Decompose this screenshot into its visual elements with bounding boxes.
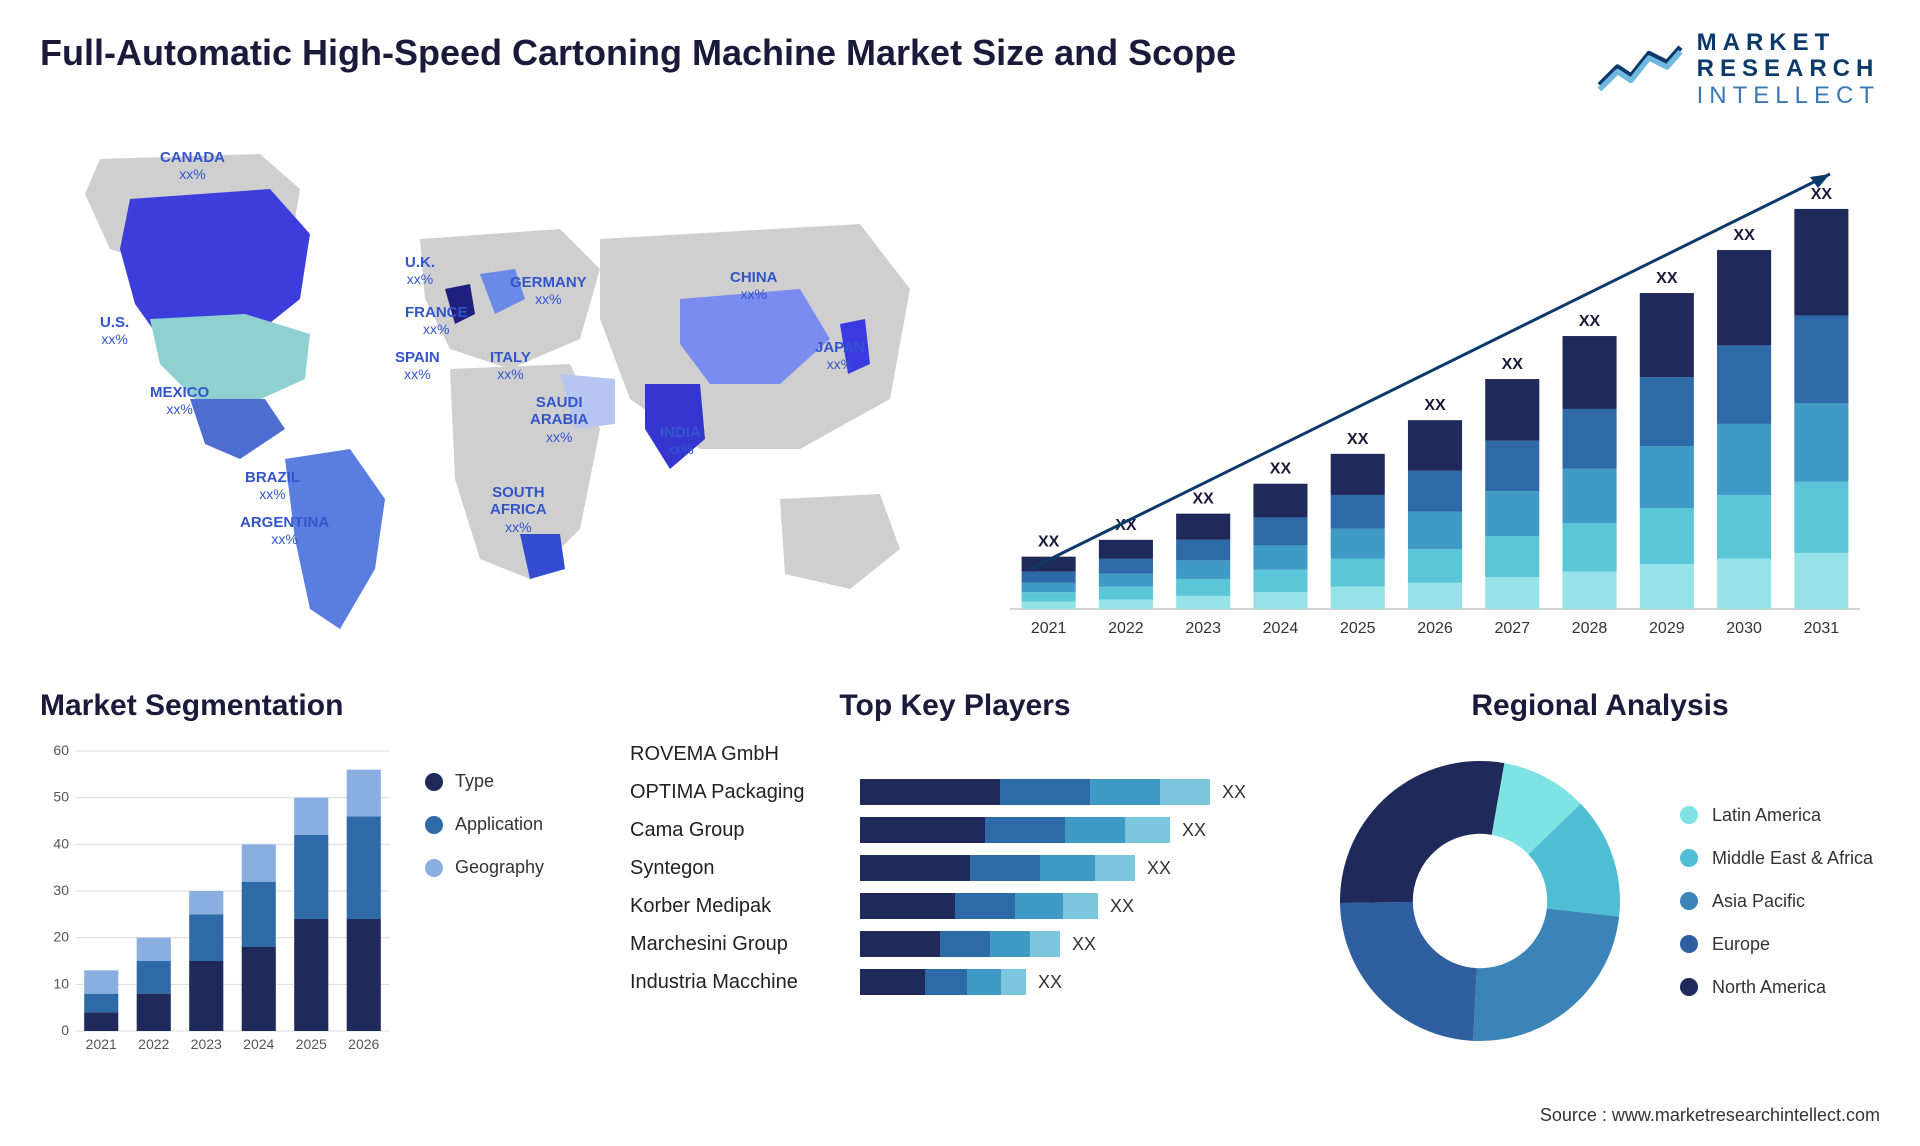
player-name: Industria Macchine	[630, 971, 860, 994]
region-legend-item: Asia Pacific	[1680, 891, 1873, 912]
source-attribution: Source : www.marketresearchintellect.com	[1540, 1105, 1880, 1126]
map-label-japan: JAPANxx%	[815, 339, 865, 372]
logo-line1: MARKET	[1697, 30, 1880, 56]
map-label-spain: SPAINxx%	[395, 349, 440, 382]
brand-logo: MARKET RESEARCH INTELLECT	[1595, 30, 1880, 109]
svg-text:XX: XX	[1656, 270, 1678, 287]
logo-mark-icon	[1595, 37, 1685, 102]
region-legend-item: North America	[1680, 977, 1873, 998]
regional-title: Regional Analysis	[1320, 689, 1880, 723]
svg-text:10: 10	[53, 976, 69, 992]
region-legend-item: Europe	[1680, 934, 1873, 955]
map-label-u-s-: U.S.xx%	[100, 314, 129, 347]
svg-text:2031: 2031	[1804, 620, 1840, 637]
svg-text:XX: XX	[1193, 491, 1215, 508]
svg-text:60: 60	[53, 742, 69, 758]
svg-text:2024: 2024	[1263, 620, 1299, 637]
svg-text:2026: 2026	[1417, 620, 1453, 637]
region-legend-item: Middle East & Africa	[1680, 848, 1873, 869]
map-label-china: CHINAxx%	[730, 269, 778, 302]
world-map: CANADAxx% U.S.xx% MEXICOxx% BRAZILxx% ARGENT…	[40, 139, 940, 659]
players-title: Top Key Players	[630, 689, 1280, 723]
svg-text:40: 40	[53, 836, 69, 852]
seg-legend-item: Type	[425, 771, 544, 792]
svg-text:XX: XX	[1038, 534, 1060, 551]
svg-text:2027: 2027	[1494, 620, 1530, 637]
svg-text:50: 50	[53, 789, 69, 805]
svg-text:XX: XX	[1733, 227, 1755, 244]
page-title: Full-Automatic High-Speed Cartoning Mach…	[40, 30, 1236, 75]
svg-text:2024: 2024	[243, 1036, 274, 1052]
player-row: Industria MacchineXX	[630, 969, 1280, 995]
region-legend-item: Latin America	[1680, 805, 1873, 826]
player-name: Cama Group	[630, 819, 860, 842]
logo-line3: INTELLECT	[1697, 83, 1880, 109]
svg-text:XX: XX	[1579, 313, 1601, 330]
map-label-u-k-: U.K.xx%	[405, 254, 435, 287]
svg-text:30: 30	[53, 882, 69, 898]
segmentation-legend: Type Application Geography	[425, 741, 544, 1061]
svg-text:2023: 2023	[191, 1036, 222, 1052]
segmentation-title: Market Segmentation	[40, 689, 590, 723]
svg-text:2021: 2021	[86, 1036, 117, 1052]
svg-text:0: 0	[61, 1022, 69, 1038]
svg-text:XX: XX	[1811, 186, 1833, 203]
map-label-mexico: MEXICOxx%	[150, 384, 209, 417]
svg-text:2021: 2021	[1031, 620, 1067, 637]
player-row: Cama GroupXX	[630, 817, 1280, 843]
svg-text:XX: XX	[1270, 461, 1292, 478]
seg-legend-item: Application	[425, 814, 544, 835]
player-name: Syntegon	[630, 857, 860, 880]
segmentation-bar-chart: 0 10 20 30 40 50 60 2021 2022 2023 2024 2025 2026	[40, 741, 400, 1061]
market-size-bar-chart: XX 2021 XX 2022 XX 2023 XX 2024 XX 2025 XX 2026 XX 20…	[980, 139, 1880, 659]
map-label-saudi-arabia: SAUDIARABIAxx%	[530, 394, 588, 445]
svg-text:XX: XX	[1502, 356, 1524, 373]
player-name: OPTIMA Packaging	[630, 781, 860, 804]
player-name: Marchesini Group	[630, 933, 860, 956]
svg-text:2028: 2028	[1572, 620, 1608, 637]
svg-text:2025: 2025	[296, 1036, 327, 1052]
svg-text:XX: XX	[1347, 431, 1369, 448]
map-label-brazil: BRAZILxx%	[245, 469, 300, 502]
svg-text:2029: 2029	[1649, 620, 1685, 637]
map-label-india: INDIAxx%	[660, 424, 701, 457]
svg-text:2025: 2025	[1340, 620, 1376, 637]
player-row: OPTIMA PackagingXX	[630, 779, 1280, 805]
svg-text:2022: 2022	[1108, 620, 1144, 637]
map-label-argentina: ARGENTINAxx%	[240, 514, 329, 547]
player-row: Korber MedipakXX	[630, 893, 1280, 919]
svg-text:2022: 2022	[138, 1036, 169, 1052]
map-label-france: FRANCExx%	[405, 304, 468, 337]
seg-legend-item: Geography	[425, 857, 544, 878]
player-row: ROVEMA GmbH	[630, 741, 1280, 767]
player-name: ROVEMA GmbH	[630, 743, 860, 766]
svg-text:2023: 2023	[1185, 620, 1221, 637]
map-label-germany: GERMANYxx%	[510, 274, 587, 307]
svg-text:XX: XX	[1424, 397, 1446, 414]
svg-text:2026: 2026	[348, 1036, 379, 1052]
regional-donut-chart	[1320, 741, 1640, 1061]
map-label-south-africa: SOUTHAFRICAxx%	[490, 484, 547, 535]
logo-line2: RESEARCH	[1697, 56, 1880, 82]
player-row: Marchesini GroupXX	[630, 931, 1280, 957]
map-label-canada: CANADAxx%	[160, 149, 225, 182]
player-row: SyntegonXX	[630, 855, 1280, 881]
regional-legend: Latin America Middle East & Africa Asia Pa…	[1680, 805, 1873, 998]
player-name: Korber Medipak	[630, 895, 860, 918]
svg-text:20: 20	[53, 929, 69, 945]
map-label-italy: ITALYxx%	[490, 349, 531, 382]
svg-text:2030: 2030	[1726, 620, 1762, 637]
players-bar-chart: ROVEMA GmbH OPTIMA PackagingXX Cama GroupX…	[630, 741, 1280, 995]
